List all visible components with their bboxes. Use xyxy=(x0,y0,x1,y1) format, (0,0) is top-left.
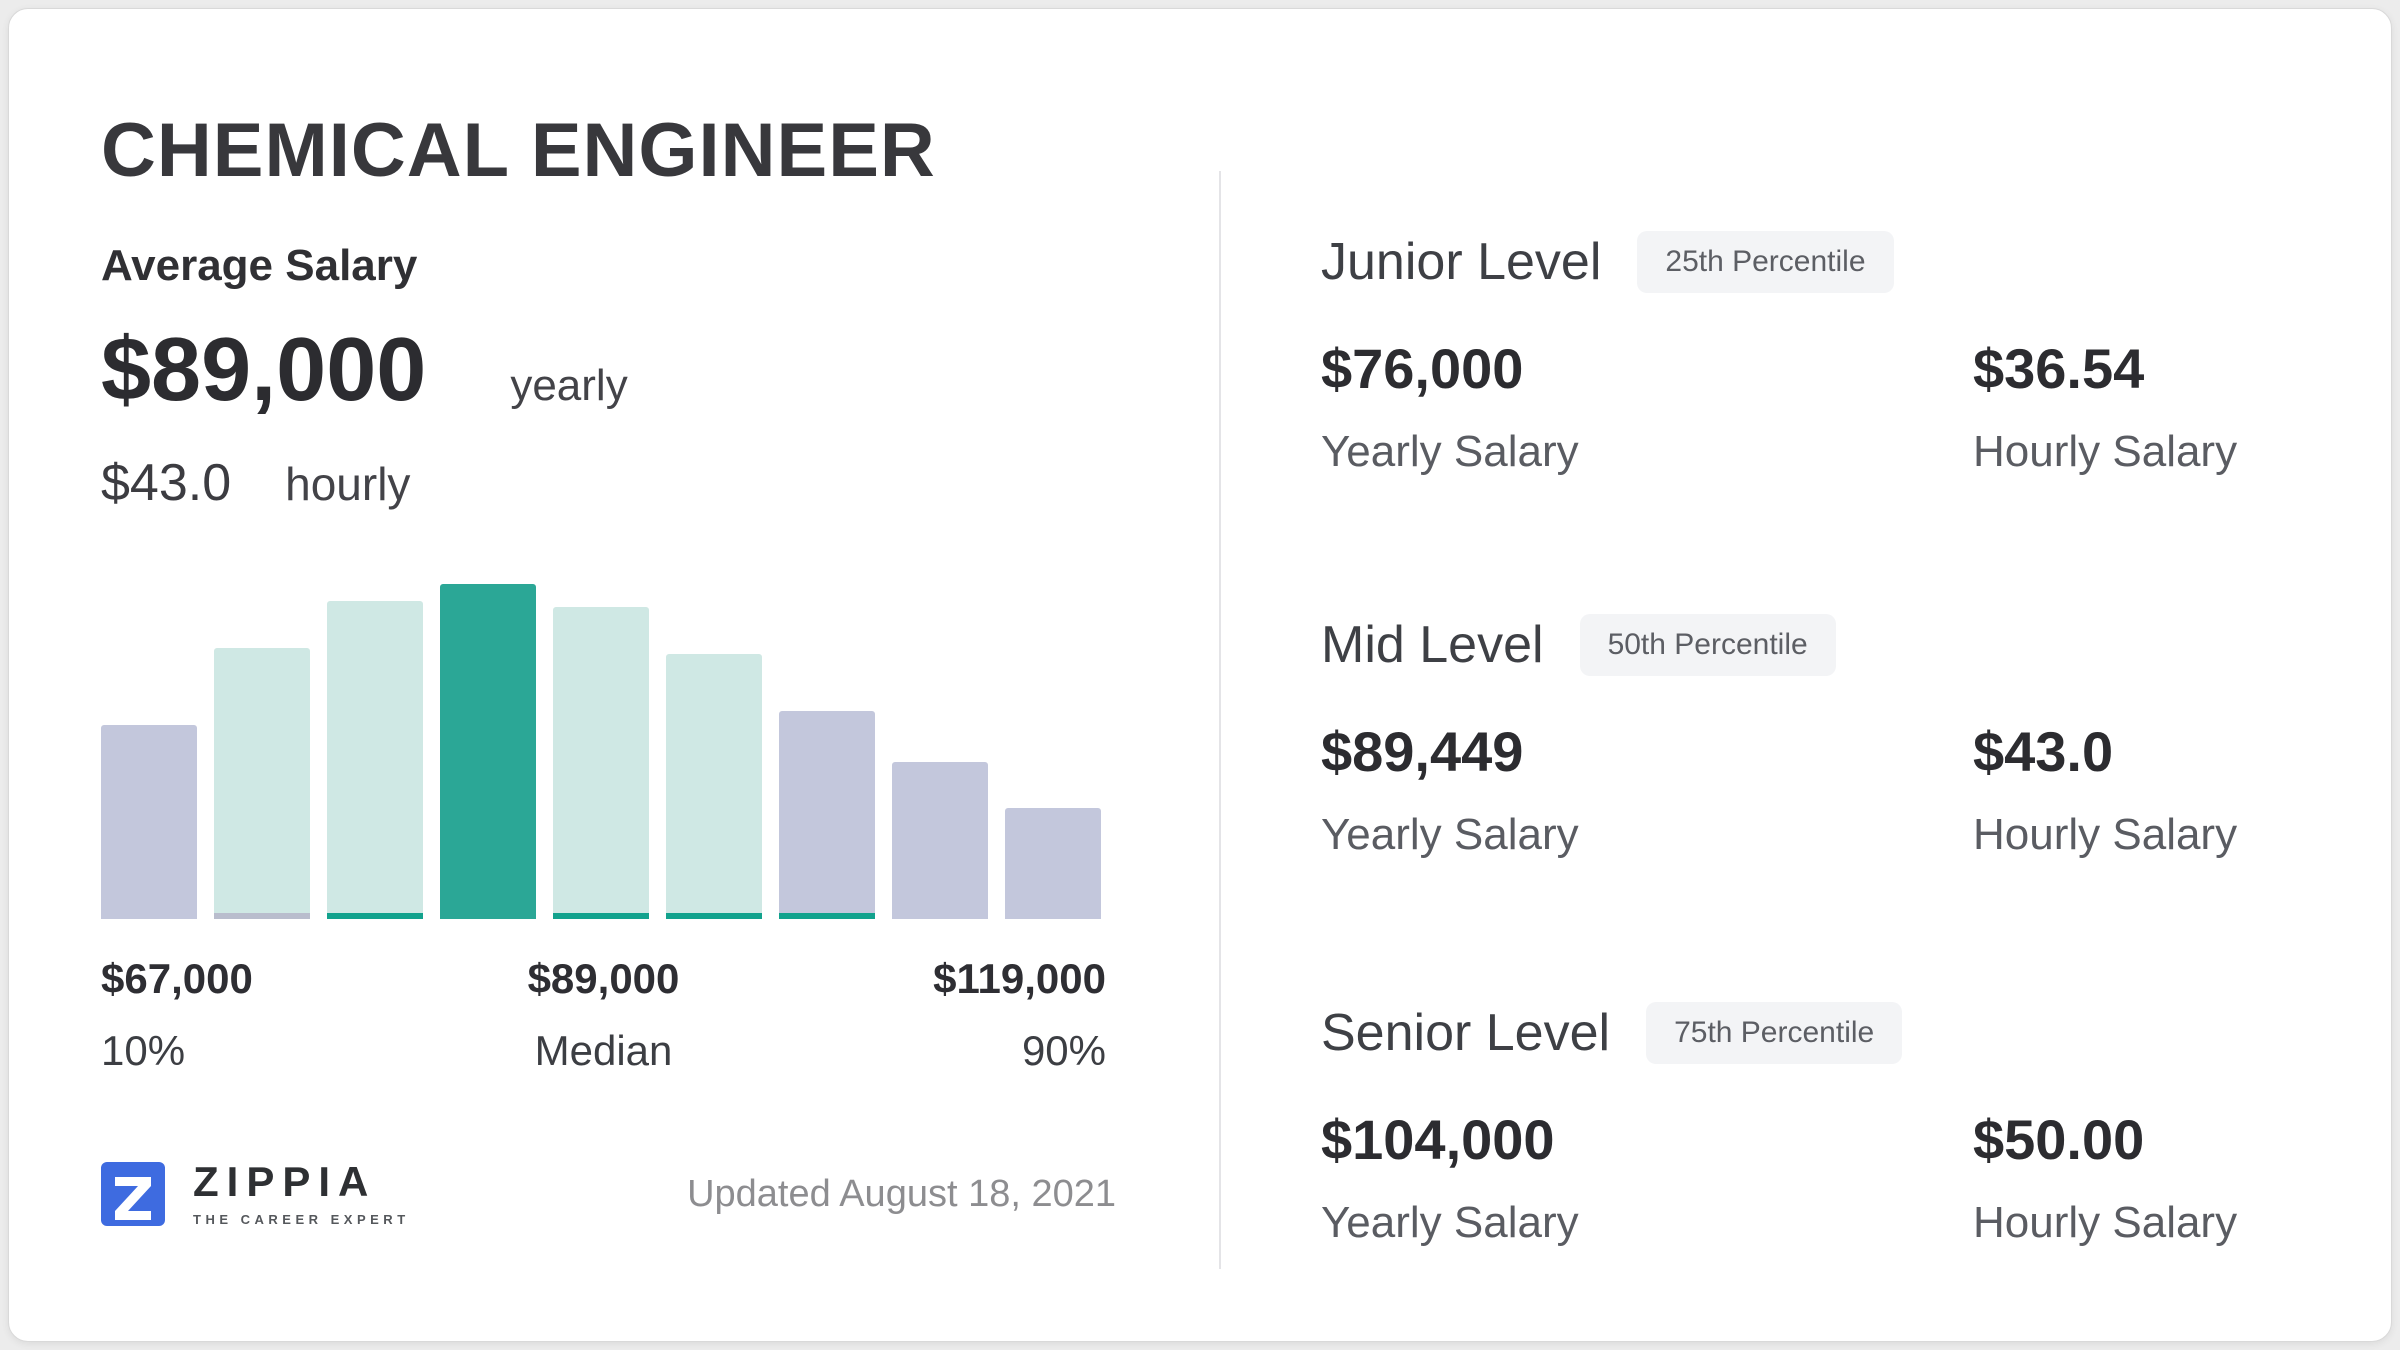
level-mid-hourly: $43.0 Hourly Salary xyxy=(1973,724,2261,860)
level-junior-percentile-badge: 25th Percentile xyxy=(1637,231,1894,293)
average-yearly-row: $89,000 yearly xyxy=(101,325,628,415)
level-senior-yearly-value: $104,000 xyxy=(1321,1108,1555,1171)
average-yearly-unit: yearly xyxy=(510,361,628,410)
zippia-logo: ZIPPIA THE CAREER EXPERT xyxy=(101,1161,410,1227)
histogram-bar xyxy=(214,648,310,919)
level-senior-values: $104,000 Yearly Salary $50.00 Hourly Sal… xyxy=(1321,1112,2261,1248)
level-senior-percentile-badge: 75th Percentile xyxy=(1646,1002,1903,1064)
level-junior-values: $76,000 Yearly Salary $36.54 Hourly Sala… xyxy=(1321,341,2261,477)
footer: ZIPPIA THE CAREER EXPERT Updated August … xyxy=(101,1161,1116,1227)
level-junior-header: Junior Level 25th Percentile xyxy=(1321,231,2261,293)
level-senior-yearly-label: Yearly Salary xyxy=(1321,1198,1579,1247)
histogram-bar xyxy=(779,711,875,919)
level-section-junior: Junior Level 25th Percentile $76,000 Yea… xyxy=(1321,231,2261,477)
level-mid-yearly-label: Yearly Salary xyxy=(1321,810,1579,859)
level-mid-values: $89,449 Yearly Salary $43.0 Hourly Salar… xyxy=(1321,724,2261,860)
histogram-bar xyxy=(440,584,536,919)
zippia-wordmark: ZIPPIA xyxy=(193,1158,377,1205)
level-mid-yearly: $89,449 Yearly Salary xyxy=(1321,724,1973,860)
zippia-tagline: THE CAREER EXPERT xyxy=(193,1212,410,1227)
level-senior-yearly: $104,000 Yearly Salary xyxy=(1321,1112,1973,1248)
level-junior-name: Junior Level xyxy=(1321,233,1602,291)
histogram-bar xyxy=(553,607,649,919)
level-junior-hourly: $36.54 Hourly Salary xyxy=(1973,341,2261,477)
average-salary-label: Average Salary xyxy=(101,241,418,290)
level-junior-hourly-value: $36.54 xyxy=(1973,337,2145,400)
vertical-divider xyxy=(1219,171,1221,1269)
updated-date: Updated August 18, 2021 xyxy=(687,1172,1116,1215)
zippia-logo-text: ZIPPIA THE CAREER EXPERT xyxy=(193,1158,410,1228)
average-hourly-unit: hourly xyxy=(285,458,411,510)
level-junior-yearly: $76,000 Yearly Salary xyxy=(1321,341,1973,477)
axis-p10-label: 10% xyxy=(101,1027,186,1074)
page-title: CHEMICAL ENGINEER xyxy=(101,108,936,193)
axis-p90-value: $119,000 xyxy=(933,955,1106,1002)
axis-p10-value: $67,000 xyxy=(101,955,253,1002)
level-mid-hourly-value: $43.0 xyxy=(1973,720,2114,783)
level-senior-hourly: $50.00 Hourly Salary xyxy=(1973,1112,2261,1248)
average-hourly-value: $43.0 xyxy=(101,454,232,512)
axis-p10: $67,000 10% xyxy=(101,955,436,1075)
level-mid-hourly-label: Hourly Salary xyxy=(1973,810,2238,859)
histogram-bar xyxy=(666,654,762,919)
level-senior-hourly-value: $50.00 xyxy=(1973,1108,2145,1171)
level-senior-name: Senior Level xyxy=(1321,1004,1611,1062)
level-senior-header: Senior Level 75th Percentile xyxy=(1321,1002,2261,1064)
axis-p90: $119,000 90% xyxy=(771,955,1106,1075)
level-mid-percentile-badge: 50th Percentile xyxy=(1579,614,1836,676)
level-junior-yearly-value: $76,000 xyxy=(1321,337,1524,400)
zippia-logo-icon xyxy=(101,1162,165,1226)
salary-card: CHEMICAL ENGINEER Average Salary $89,000… xyxy=(8,8,2392,1342)
salary-histogram xyxy=(101,584,1106,919)
axis-median-value: $89,000 xyxy=(527,955,680,1002)
level-senior-hourly-label: Hourly Salary xyxy=(1973,1198,2238,1247)
histogram-bar xyxy=(892,762,988,919)
histogram-bar xyxy=(101,725,197,919)
axis-median-label: Median xyxy=(534,1027,673,1074)
level-mid-name: Mid Level xyxy=(1321,616,1544,674)
histogram-axis: $67,000 10% $89,000 Median $119,000 90% xyxy=(101,955,1106,1075)
axis-p90-label: 90% xyxy=(1021,1027,1106,1074)
level-section-senior: Senior Level 75th Percentile $104,000 Ye… xyxy=(1321,1002,2261,1248)
level-junior-hourly-label: Hourly Salary xyxy=(1973,427,2238,476)
histogram-bar xyxy=(1005,808,1101,919)
level-junior-yearly-label: Yearly Salary xyxy=(1321,427,1579,476)
histogram-bar xyxy=(327,601,423,919)
average-hourly-row: $43.0 hourly xyxy=(101,457,410,511)
average-yearly-value: $89,000 xyxy=(101,320,427,420)
level-section-mid: Mid Level 50th Percentile $89,449 Yearly… xyxy=(1321,614,2261,860)
axis-median: $89,000 Median xyxy=(436,955,771,1075)
level-mid-yearly-value: $89,449 xyxy=(1321,720,1524,783)
level-mid-header: Mid Level 50th Percentile xyxy=(1321,614,2261,676)
